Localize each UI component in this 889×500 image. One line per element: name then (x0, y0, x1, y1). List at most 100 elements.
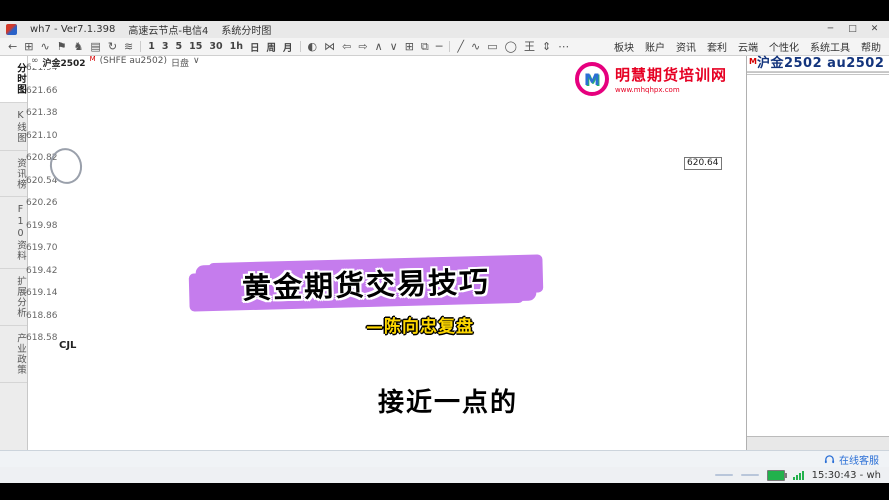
zoom-in-icon[interactable]: ∧ (374, 40, 383, 53)
period-button-周[interactable]: 周 (266, 42, 276, 54)
more-icon[interactable]: ⋯ (558, 40, 570, 53)
signal-icon (792, 470, 804, 480)
market-tab-bar: 在线客服 (0, 450, 889, 467)
period-button-1h[interactable]: 1h (229, 41, 243, 52)
period-button-3[interactable]: 3 (161, 41, 169, 52)
price-axis-label: 619.70 (26, 243, 58, 253)
banner-text: 黄金期货交易技巧 (241, 264, 491, 306)
price-axis-label: 620.26 (26, 198, 58, 208)
last-price-label: 620.64 (684, 157, 722, 170)
tab-time-chart[interactable]: 分时图 (0, 56, 27, 103)
flag-icon[interactable]: ⚑ (56, 40, 67, 53)
page-right-icon[interactable]: ⇨ (358, 40, 368, 53)
subtitle-caption: 接近一点的 (378, 388, 519, 418)
tab-extended-analysis[interactable]: 扩展分析 (0, 269, 27, 326)
period-button-15[interactable]: 15 (189, 41, 203, 52)
board-icon[interactable]: ⊞ (24, 40, 34, 53)
knight-icon[interactable]: ♞ (73, 40, 84, 53)
tab-news-rank[interactable]: 资讯榜 (0, 151, 27, 197)
price-axis-label: 619.14 (26, 288, 58, 298)
menu-board[interactable]: 板块 (614, 43, 634, 54)
price-axis-label: 620.54 (26, 175, 58, 186)
price-axis-label: 620.82 (26, 153, 58, 163)
tab-f10[interactable]: F10资料 (0, 197, 27, 269)
toolbar-separator (140, 41, 142, 52)
main-contract-badge: M (89, 55, 96, 63)
tab-industry-policy[interactable]: 产业政策 (0, 326, 27, 383)
compare-icon[interactable]: ⋈ (324, 40, 336, 53)
wave-icon[interactable]: ≋ (124, 40, 134, 53)
toolbar: ← ⊞ ∿ ⚑ ♞ ▤ ↻ ≋ 1 3 5 15 30 1h 日周月 ◐ ⋈ ⇦ ⇨ ∧ ∨ ⊞ ⧉ ─ ╱ ∿ ▭ ◯ 王 ⇕ ⋯ 板块账… (0, 38, 889, 56)
chart-header[interactable]: ∞ 沪金2502 M (SHFE au2502) 日盘 ∨ (31, 55, 204, 69)
battery-icon (766, 469, 787, 481)
video-banner: 黄金期货交易技巧 (195, 256, 537, 310)
period-button-5[interactable]: 5 (175, 41, 183, 52)
chart-region: ∞ 沪金2502 M (SHFE au2502) 日盘 ∨ 621.94 621.… (26, 55, 746, 450)
trend-icon[interactable]: ∿ (40, 40, 50, 53)
menu-cloud[interactable]: 云端 (738, 43, 758, 54)
clock-label: 15:30:43 - wh (811, 469, 881, 481)
price-axis-label: 621.38 (26, 108, 58, 118)
period-button-1[interactable]: 1 (148, 41, 155, 52)
price-axis-label: 618.58 (26, 333, 58, 343)
online-service-label: 在线客服 (839, 455, 879, 467)
session-selector[interactable]: 日盘 (170, 59, 189, 69)
tab-kline[interactable]: K线图 (0, 103, 27, 151)
back-icon[interactable]: ← (8, 40, 18, 53)
gann-icon[interactable]: 王 (523, 40, 535, 53)
rectangle-icon[interactable]: ▭ (487, 40, 498, 53)
trendline-icon[interactable]: ╱ (457, 40, 465, 53)
maximize-button[interactable]: □ (848, 24, 857, 34)
refresh-icon[interactable]: ↻ (107, 40, 118, 53)
price-axis-label: 619.42 (26, 265, 58, 276)
scale-icon[interactable]: ⇕ (541, 40, 552, 53)
page-left-icon[interactable]: ⇦ (342, 40, 352, 53)
tick-table (747, 74, 889, 75)
price-axis: 621.94 621.66 621.38 621.10 620.82 620.54 620.… (26, 56, 58, 343)
multi-window-icon[interactable]: ⊞ (404, 40, 414, 53)
watermark-url: www.mhqhpx.com (615, 86, 680, 94)
quote-info (747, 72, 889, 73)
menu-help[interactable]: 帮助 (861, 43, 881, 54)
banner-author: —陈向忠复盘 (366, 317, 474, 337)
price-axis-label: 621.66 (26, 85, 58, 96)
zoom-out-icon[interactable]: ∨ (389, 40, 398, 53)
minimize-button[interactable]: ─ (827, 24, 834, 34)
menu-system-tools[interactable]: 系统工具 (810, 43, 850, 54)
toolbar-separator (299, 41, 301, 52)
menu-news[interactable]: 资讯 (676, 43, 696, 54)
sidebar-tabs: 分时图 K线图 资讯榜 F10资料 扩展分析 产业政策 (0, 56, 28, 450)
chevron-down-icon[interactable]: ∨ (192, 56, 200, 66)
menu-account[interactable]: 账户 (645, 43, 665, 54)
online-service[interactable]: 在线客服 (824, 452, 879, 467)
period-button-30[interactable]: 30 (209, 41, 223, 52)
cascade-icon[interactable]: ⧉ (420, 40, 429, 53)
percent-axis (715, 56, 745, 338)
ellipse-icon[interactable]: ◯ (504, 40, 517, 53)
quote-symbol: 沪金2502 au2502 (756, 56, 885, 71)
mode-label: 系统分时图 (221, 26, 272, 37)
bottom-black-bar (0, 483, 889, 500)
logo-m-icon: M (575, 62, 609, 96)
headset-icon (824, 454, 835, 463)
contrast-icon[interactable]: ◐ (307, 40, 318, 53)
period-button-月[interactable]: 月 (283, 42, 293, 54)
menu-arbitrage[interactable]: 套利 (707, 43, 727, 54)
save-icon[interactable]: ▤ (90, 40, 101, 53)
period-button-日[interactable]: 日 (249, 42, 260, 54)
close-button[interactable]: ✕ (870, 24, 879, 34)
curve-icon[interactable]: ∿ (471, 40, 481, 53)
window-controls: ─ □ ✕ (822, 22, 883, 37)
futures-account-button[interactable] (714, 474, 733, 476)
divider-line-icon[interactable]: ─ (435, 40, 443, 53)
price-axis-label: 619.98 (26, 220, 58, 231)
watermark-title: 明慧期货培训网 (615, 66, 728, 84)
overseas-account-button[interactable] (740, 474, 759, 476)
app-icon (6, 24, 17, 35)
menu-personalize[interactable]: 个性化 (769, 43, 799, 54)
status-bar: 15:30:43 - wh (0, 467, 889, 483)
symbol-code: (SHFE au2502) (99, 56, 167, 66)
window-title: wh7 - Ver7.1.398 (30, 24, 116, 35)
menu-bar: 板块 账户 资讯 套利 云端 个性化 系统工具 帮助 (614, 39, 881, 54)
